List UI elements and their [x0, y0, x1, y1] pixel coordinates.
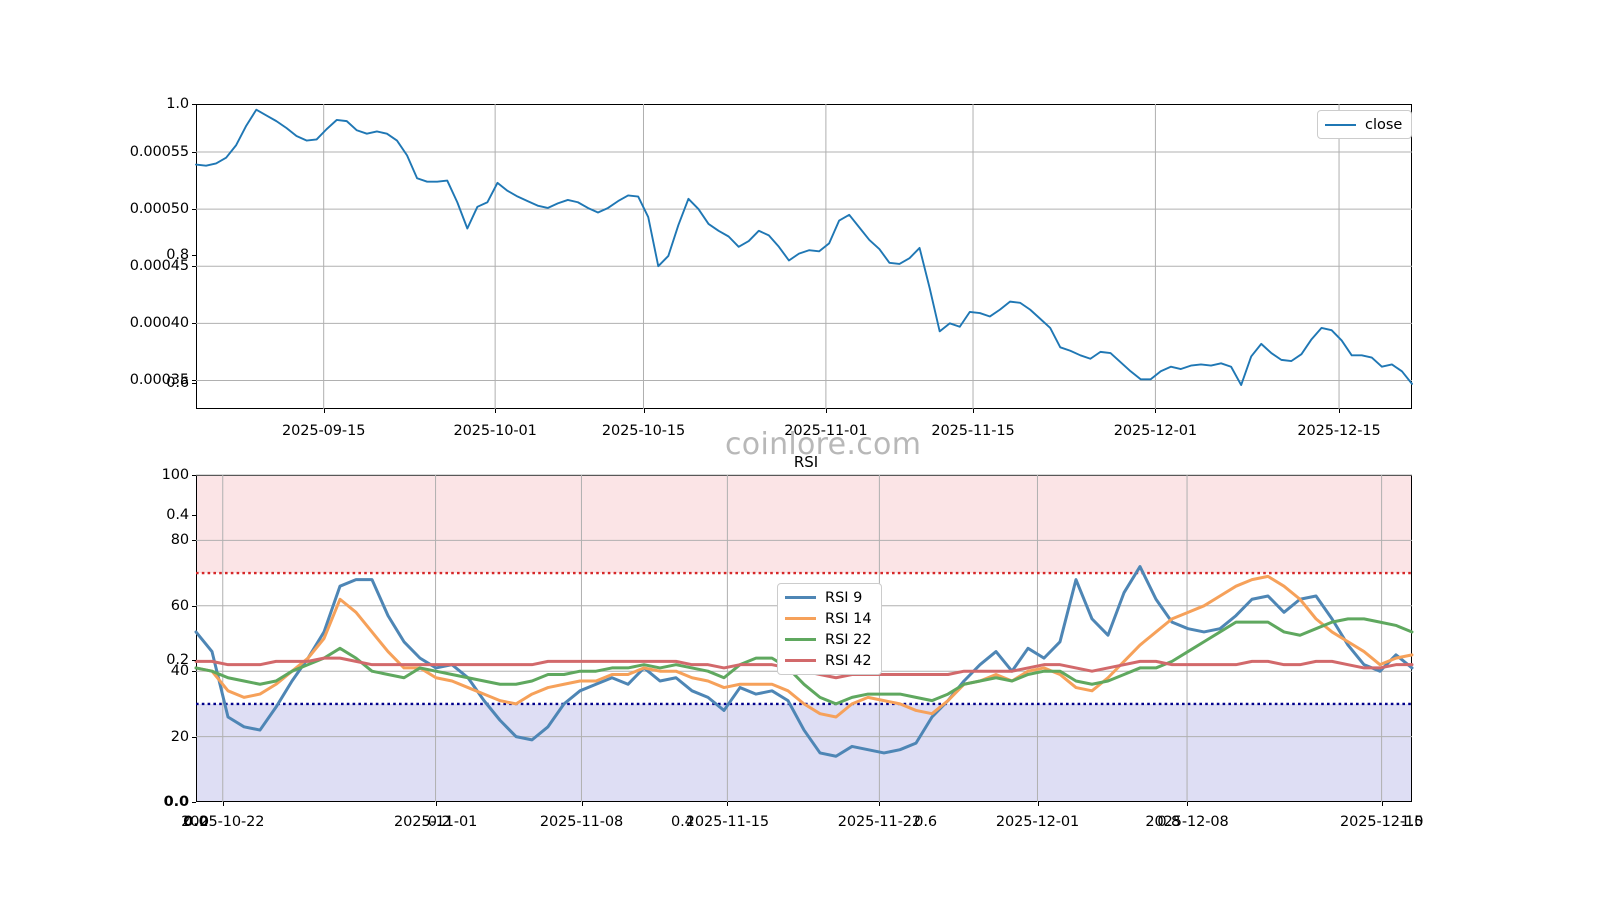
rsi-y-tick-mark: [192, 605, 196, 607]
price-y-tick-mark: [192, 380, 196, 382]
rsi-secondary-x-tick-label: 0.8: [1157, 814, 1181, 830]
price-x-tick-mark: [643, 409, 645, 413]
price-x-tick-mark: [1155, 409, 1157, 413]
price-x-tick-label: 2025-10-01: [453, 423, 537, 439]
price-x-tick-label: 2025-12-15: [1297, 423, 1381, 439]
price-secondary-y-tick-label: 0.6: [166, 375, 189, 392]
rsi-x-tick-mark: [435, 802, 437, 806]
legend-line-swatch: [1325, 123, 1356, 126]
rsi-secondary-x-tick-label: 0.4: [671, 814, 694, 830]
legend-item-rsi-22[interactable]: RSI 22: [785, 631, 872, 648]
rsi-series-svg: [194, 474, 1414, 802]
price-x-tick-mark: [1339, 409, 1340, 413]
price-y-tick-mark: [192, 152, 196, 153]
price-x-tick-mark: [825, 409, 827, 413]
legend-item-label: RSI 22: [825, 631, 872, 648]
price-y-tick-mark: [192, 266, 196, 268]
legend-item-rsi-9[interactable]: RSI 9: [785, 589, 872, 606]
rsi-band-1: [196, 703, 1412, 802]
rsi-chart-panel: 100 80 60 40 20 0.4 0.2 0.0 2025-10-22 2025-11-0…: [0, 460, 1600, 900]
rsi-x-tick-label: 2025-12-15: [1339, 814, 1424, 830]
price-x-tick-label: 2025-09-15: [282, 423, 366, 439]
rsi-x-tick-label: 2025-11-01: [393, 814, 478, 830]
rsi-x-tick-label: 2025-12-08: [1145, 814, 1229, 830]
legend-item-label: RSI 9: [825, 589, 863, 606]
price-x-tick-label: 2025-11-15: [931, 423, 1015, 439]
price-y-tick-mark: [192, 323, 196, 325]
price-y-tick-label: 0.00035: [129, 372, 189, 389]
price-y-tick-mark: [192, 209, 196, 211]
price-secondary-y-tick-mark: [192, 254, 196, 256]
price-series-svg: [195, 104, 1413, 409]
price-plot-area: [196, 104, 1412, 409]
rsi-y-tick-mark: [192, 671, 196, 673]
rsi-secondary-x-tick-label: 1.0: [1400, 814, 1424, 830]
rsi-secondary-x-tick-label: 0.0: [183, 814, 209, 830]
rsi-y-tick-label: 20: [170, 728, 189, 745]
price-secondary-y-tick-label: 0.8: [166, 246, 189, 263]
rsi-x-tick-mark: [879, 802, 881, 806]
price-legend[interactable]: close: [1317, 110, 1413, 139]
rsi-x-tick-label: 2025-10-22: [181, 814, 265, 830]
rsi-chart-title: RSI: [793, 453, 819, 471]
rsi-y-tick-mark: [192, 736, 196, 738]
rsi-secondary-y-tick-mark: [192, 515, 196, 517]
rsi-x-tick-mark: [1037, 802, 1039, 806]
rsi-legend[interactable]: RSI 9 RSI 14 RSI 22 RSI 42: [777, 583, 882, 675]
rsi-x-tick-mark: [581, 802, 583, 806]
rsi-x-tick-mark: [1187, 802, 1188, 806]
price-x-tick-mark: [323, 409, 325, 413]
rsi-x-tick-label: 2025-11-08: [539, 814, 624, 830]
rsi-secondary-y-tick-label: 0.0: [163, 794, 189, 810]
rsi-band-0: [196, 475, 1412, 574]
legend-item-close[interactable]: close: [1325, 116, 1402, 133]
legend-line-swatch: [785, 638, 816, 641]
rsi-x-tick-label: 2025-12-01: [995, 814, 1080, 830]
legend-line-swatch: [785, 617, 816, 620]
legend-item-label: close: [1365, 116, 1403, 133]
rsi-x-tick-mark: [727, 802, 729, 806]
legend-item-rsi-14[interactable]: RSI 14: [785, 610, 872, 627]
rsi-y-tick-mark: [192, 475, 196, 476]
rsi-secondary-y-tick-label: 0.2: [166, 652, 189, 669]
rsi-secondary-x-tick-label: 0.6: [914, 814, 937, 830]
price-chart-panel: 0.00055 0.00050 0.00045 0.00040 0.00035 1.0 0.…: [129, 96, 1413, 439]
price-x-tick-label: 2025-12-01: [1113, 423, 1198, 439]
rsi-secondary-x-tick-label: 0.2: [427, 814, 451, 830]
rsi-x-tick-label: 2025-11-15: [685, 814, 770, 830]
price-y-tick-label: 0.00045: [129, 258, 189, 275]
legend-line-swatch: [785, 659, 816, 662]
rsi-y-tick-label: 80: [170, 532, 189, 549]
price-x-tick-label: 2025-11-01: [784, 423, 868, 439]
price-secondary-y-tick-label: 1.0: [166, 96, 189, 112]
rsi-x-tick-label: 2025-11-22: [837, 814, 922, 830]
legend-item-rsi-42[interactable]: RSI 42: [785, 652, 872, 669]
rsi-x-tick-mark: [222, 802, 224, 806]
legend-item-label: RSI 42: [825, 652, 872, 669]
price-x-tick-mark: [973, 409, 974, 413]
price-y-tick-label: 0.00040: [129, 315, 189, 332]
rsi-y-tick-label: 40: [170, 663, 189, 680]
rsi-secondary-y-tick-label: 0.4: [166, 507, 189, 524]
legend-item-label: RSI 14: [825, 610, 872, 627]
rsi-y-tick-label: 100: [161, 467, 189, 483]
price-x-tick-label: 2025-10-15: [601, 423, 686, 439]
rsi-secondary-y-tick-mark: [192, 802, 196, 803]
legend-line-swatch: [785, 596, 816, 599]
rsi-x-tick-mark: [1381, 802, 1383, 806]
watermark: coinlore.com: [725, 427, 922, 462]
price-y-tick-label: 0.00055: [129, 144, 189, 160]
price-secondary-y-tick-mark: [192, 383, 196, 385]
price-x-tick-mark: [495, 409, 497, 413]
price-secondary-y-tick-mark: [192, 104, 196, 105]
rsi-y-tick-label: 60: [170, 597, 189, 614]
rsi-secondary-y-tick-mark: [192, 660, 196, 662]
rsi-y-tick-mark: [192, 540, 196, 542]
price-y-tick-label: 0.00050: [129, 201, 189, 218]
